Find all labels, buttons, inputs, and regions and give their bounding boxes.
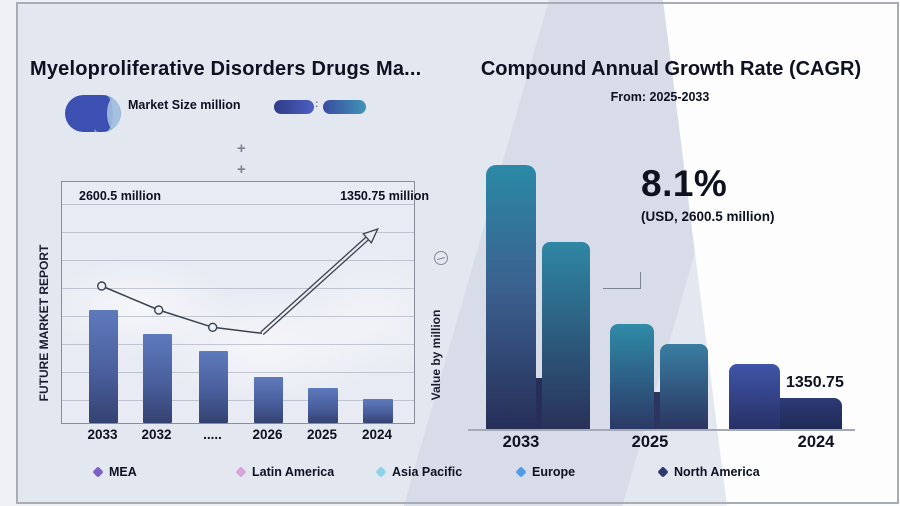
left-axis-year-label: 2025	[306, 427, 338, 442]
right-axis-year-label: 2025	[631, 433, 669, 451]
annotation-start-value: 2600.5 million	[79, 189, 161, 203]
legend-label: Europe	[532, 465, 576, 479]
gridline	[62, 400, 414, 401]
cagr-subtitle: From: 2025-2033	[610, 90, 710, 104]
cagr-title: Compound Annual Growth Rate (CAGR)	[480, 58, 862, 80]
gridline	[62, 344, 414, 345]
pill-indigo-icon	[274, 100, 314, 114]
left-chart-plot	[61, 181, 415, 424]
right-axis-year-label: 2024	[797, 433, 835, 451]
right-axis-year-label: 2033	[502, 433, 540, 451]
left-axis-year-label: .....	[203, 427, 222, 442]
legend-diamond-icon	[375, 466, 387, 478]
legend-item: Europe	[515, 465, 576, 479]
gridline	[62, 204, 414, 205]
gridline	[62, 372, 414, 373]
plus-mark-icon: +	[237, 161, 246, 178]
step-line-decoration	[603, 272, 641, 289]
legend-label: MEA	[109, 465, 137, 479]
gridline	[62, 260, 414, 261]
left-axis-year-label: 2032	[141, 427, 172, 442]
plus-mark-icon: +	[237, 140, 246, 157]
circled-minus-icon	[434, 251, 448, 265]
gridline	[62, 288, 414, 289]
cagr-bar	[729, 364, 780, 429]
market-size-label: Market Size million	[128, 98, 241, 112]
market-size-bar	[89, 310, 118, 423]
legend-diamond-icon	[92, 466, 104, 478]
market-size-bar	[143, 334, 172, 423]
left-axis-year-label: 2024	[361, 427, 393, 442]
legend-diamond-icon	[515, 466, 527, 478]
cagr-value: 8.1%	[641, 163, 728, 204]
legend-item: North America	[657, 465, 760, 479]
cagr-bar	[486, 165, 536, 429]
cagr-bar	[542, 242, 590, 429]
legend-label: North America	[674, 465, 760, 479]
pill-teal-icon	[323, 100, 366, 114]
side-brand-label: FUTURE MARKET REPORT	[37, 244, 51, 402]
legend-diamond-icon	[657, 466, 669, 478]
market-size-bar	[363, 399, 393, 423]
page-title: Myeloproliferative Disorders Drugs Ma...	[30, 58, 422, 80]
legend-label: Latin America	[252, 465, 335, 479]
trend-line-arrow	[97, 227, 379, 336]
legend-item: Asia Pacific	[375, 465, 463, 479]
left-axis-year-label: 2026	[252, 427, 283, 442]
market-size-bar	[199, 351, 228, 423]
cagr-detail: (USD, 2600.5 million)	[641, 209, 775, 224]
cylinder-icon	[65, 95, 121, 132]
legend-label: Asia Pacific	[392, 465, 463, 479]
market-size-bar	[308, 388, 338, 423]
pill-separator: :	[315, 99, 319, 110]
left-axis-year-label: 2033	[87, 427, 118, 442]
value-axis-label: Value by million	[429, 309, 443, 401]
end-value-label: 1350.75	[786, 374, 844, 391]
gridline	[62, 316, 414, 317]
legend-diamond-icon	[235, 466, 247, 478]
cagr-bar	[780, 398, 842, 429]
legend-item: MEA	[92, 465, 137, 479]
cagr-bar	[660, 344, 708, 429]
right-chart-baseline	[468, 429, 855, 431]
market-size-bar	[254, 377, 283, 423]
gridline	[62, 232, 414, 233]
legend-item: Latin America	[235, 465, 335, 479]
cagr-bar	[610, 324, 654, 429]
annotation-end-value: 1350.75 million	[340, 189, 429, 203]
cylinder-highlight	[107, 98, 120, 129]
